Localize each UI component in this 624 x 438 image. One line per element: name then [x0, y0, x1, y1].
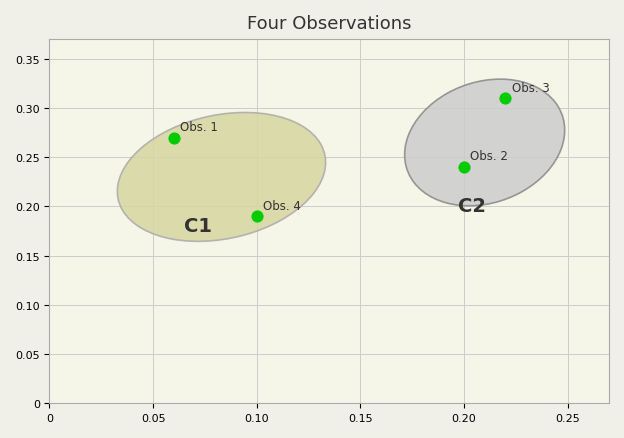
Text: Obs. 3: Obs. 3 — [512, 82, 549, 95]
Point — [251, 213, 261, 220]
Text: Obs. 2: Obs. 2 — [470, 150, 508, 163]
Text: C2: C2 — [458, 197, 485, 216]
Text: Obs. 4: Obs. 4 — [263, 200, 301, 213]
Ellipse shape — [117, 113, 326, 242]
Point — [459, 164, 469, 171]
Point — [169, 135, 179, 142]
Point — [500, 95, 510, 102]
Text: Obs. 1: Obs. 1 — [180, 120, 218, 133]
Ellipse shape — [404, 80, 565, 206]
Text: C1: C1 — [184, 216, 212, 236]
Title: Four Observations: Four Observations — [247, 15, 411, 33]
